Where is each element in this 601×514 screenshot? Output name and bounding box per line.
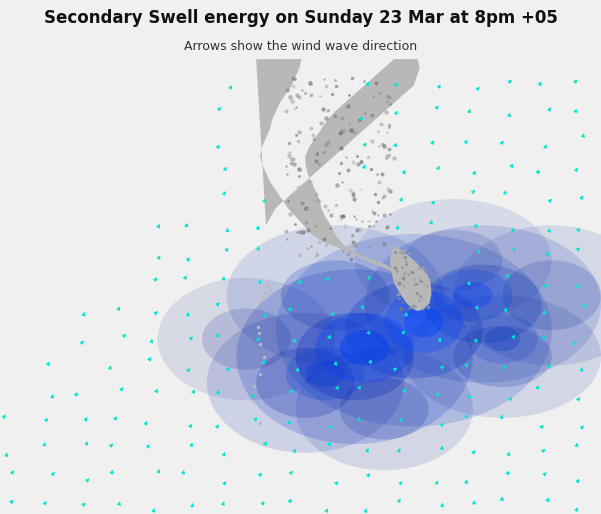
Ellipse shape	[281, 260, 389, 331]
Ellipse shape	[345, 282, 483, 378]
Polygon shape	[256, 59, 419, 278]
Ellipse shape	[296, 313, 414, 400]
Text: Secondary Swell energy on Sunday 23 Mar at 8pm +05: Secondary Swell energy on Sunday 23 Mar …	[43, 9, 558, 27]
Ellipse shape	[365, 225, 601, 383]
Ellipse shape	[276, 234, 552, 427]
Ellipse shape	[340, 378, 429, 439]
Ellipse shape	[404, 230, 502, 291]
Ellipse shape	[340, 331, 389, 365]
Ellipse shape	[316, 313, 414, 383]
Ellipse shape	[285, 348, 365, 400]
Ellipse shape	[433, 269, 512, 322]
Polygon shape	[390, 246, 432, 311]
Ellipse shape	[202, 308, 291, 370]
Ellipse shape	[157, 278, 335, 400]
Ellipse shape	[453, 326, 552, 387]
Text: Arrows show the wind wave direction: Arrows show the wind wave direction	[184, 40, 417, 52]
Ellipse shape	[404, 296, 601, 418]
Ellipse shape	[424, 265, 542, 343]
Ellipse shape	[236, 269, 473, 444]
Ellipse shape	[453, 282, 493, 308]
Ellipse shape	[207, 313, 404, 453]
Ellipse shape	[227, 225, 444, 365]
Ellipse shape	[485, 327, 520, 351]
Ellipse shape	[404, 306, 444, 337]
Ellipse shape	[502, 260, 601, 331]
Ellipse shape	[453, 225, 601, 365]
Ellipse shape	[467, 315, 538, 363]
Ellipse shape	[305, 361, 345, 387]
Ellipse shape	[256, 348, 355, 418]
Ellipse shape	[384, 290, 463, 353]
Ellipse shape	[296, 348, 473, 470]
Ellipse shape	[355, 199, 552, 322]
